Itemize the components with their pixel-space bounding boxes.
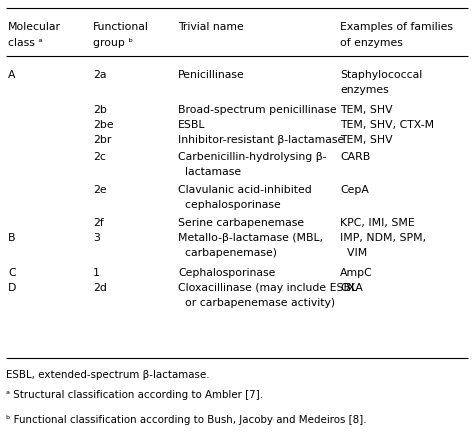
Text: lactamase: lactamase [178, 167, 241, 177]
Text: 1: 1 [93, 268, 100, 278]
Text: Trivial name: Trivial name [178, 22, 244, 32]
Text: Cephalosporinase: Cephalosporinase [178, 268, 275, 278]
Text: of enzymes: of enzymes [340, 38, 403, 48]
Text: Penicillinase: Penicillinase [178, 70, 245, 80]
Text: 2be: 2be [93, 120, 114, 130]
Text: IMP, NDM, SPM,: IMP, NDM, SPM, [340, 233, 426, 243]
Text: ᵃ Structural classification according to Ambler [7].: ᵃ Structural classification according to… [6, 390, 263, 400]
Text: OXA: OXA [340, 283, 363, 293]
Text: Carbenicillin-hydrolysing β-: Carbenicillin-hydrolysing β- [178, 152, 327, 162]
Text: 3: 3 [93, 233, 100, 243]
Text: Clavulanic acid-inhibited: Clavulanic acid-inhibited [178, 185, 312, 195]
Text: cephalosporinase: cephalosporinase [178, 200, 281, 210]
Text: class ᵃ: class ᵃ [8, 38, 43, 48]
Text: Metallo-β-lactamase (MBL,: Metallo-β-lactamase (MBL, [178, 233, 323, 243]
Text: Molecular: Molecular [8, 22, 61, 32]
Text: VIM: VIM [340, 248, 367, 258]
Text: or carbapenemase activity): or carbapenemase activity) [178, 298, 335, 308]
Text: 2d: 2d [93, 283, 107, 293]
Text: ESBL: ESBL [178, 120, 206, 130]
Text: Broad-spectrum penicillinase: Broad-spectrum penicillinase [178, 105, 337, 115]
Text: 2b: 2b [93, 105, 107, 115]
Text: ᵇ Functional classification according to Bush, Jacoby and Medeiros [8].: ᵇ Functional classification according to… [6, 415, 366, 425]
Text: 2c: 2c [93, 152, 106, 162]
Text: D: D [8, 283, 17, 293]
Text: KPC, IMI, SME: KPC, IMI, SME [340, 218, 415, 228]
Text: Inhibitor-resistant β-lactamase: Inhibitor-resistant β-lactamase [178, 135, 344, 145]
Text: A: A [8, 70, 16, 80]
Text: B: B [8, 233, 16, 243]
Text: TEM, SHV, CTX-M: TEM, SHV, CTX-M [340, 120, 434, 130]
Text: TEM, SHV: TEM, SHV [340, 135, 392, 145]
Text: Staphylococcal: Staphylococcal [340, 70, 422, 80]
Text: 2f: 2f [93, 218, 104, 228]
Text: 2br: 2br [93, 135, 111, 145]
Text: CARB: CARB [340, 152, 370, 162]
Text: CepA: CepA [340, 185, 369, 195]
Text: TEM, SHV: TEM, SHV [340, 105, 392, 115]
Text: 2e: 2e [93, 185, 107, 195]
Text: Serine carbapenemase: Serine carbapenemase [178, 218, 304, 228]
Text: ESBL, extended-spectrum β-lactamase.: ESBL, extended-spectrum β-lactamase. [6, 370, 210, 380]
Text: Functional: Functional [93, 22, 149, 32]
Text: Cloxacillinase (may include ESBL: Cloxacillinase (may include ESBL [178, 283, 357, 293]
Text: enzymes: enzymes [340, 85, 389, 95]
Text: AmpC: AmpC [340, 268, 373, 278]
Text: 2a: 2a [93, 70, 107, 80]
Text: group ᵇ: group ᵇ [93, 38, 133, 48]
Text: C: C [8, 268, 16, 278]
Text: Examples of families: Examples of families [340, 22, 453, 32]
Text: carbapenemase): carbapenemase) [178, 248, 277, 258]
